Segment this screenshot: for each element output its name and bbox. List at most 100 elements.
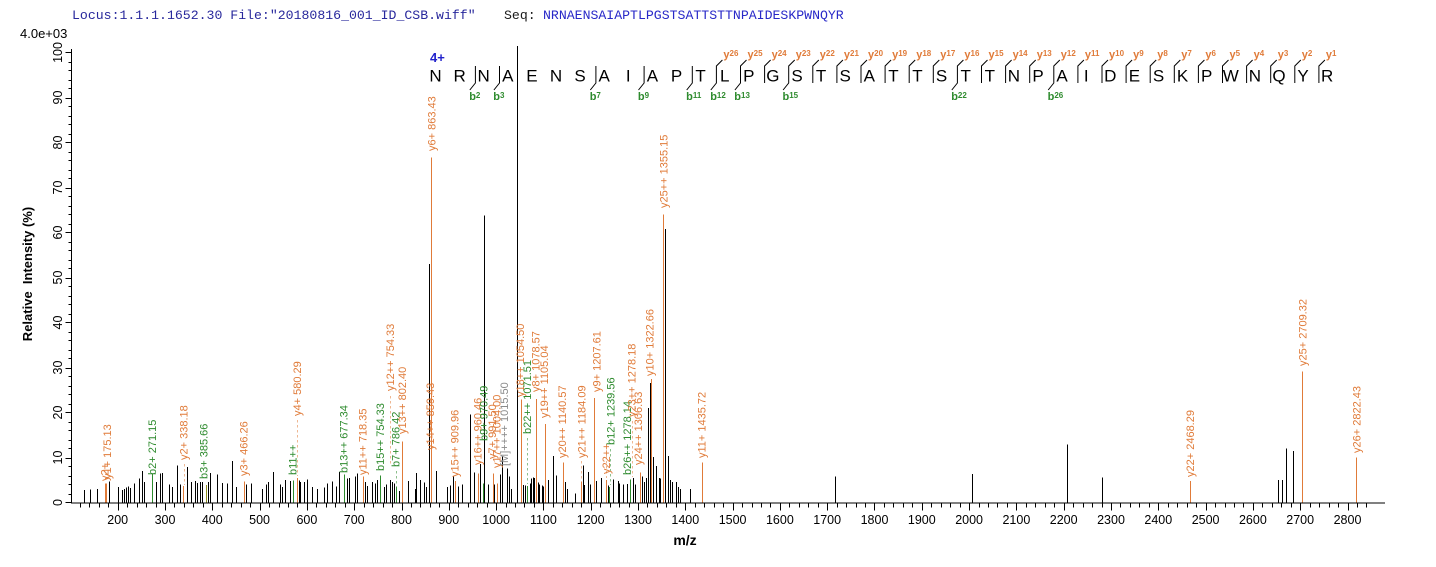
svg-text:90: 90	[51, 91, 65, 105]
svg-text:600: 600	[296, 513, 317, 527]
svg-text:Locus:1.1.1.1652.30 File:"2018: Locus:1.1.1.1652.30 File:"20180816_001_I…	[72, 8, 476, 23]
svg-text:1600: 1600	[766, 513, 794, 527]
svg-text:E: E	[526, 67, 537, 86]
svg-text:2500: 2500	[1192, 513, 1220, 527]
svg-text:900: 900	[438, 513, 459, 527]
svg-text:500: 500	[249, 513, 270, 527]
svg-text:2100: 2100	[1002, 513, 1030, 527]
svg-text:2000: 2000	[955, 513, 983, 527]
svg-text:y6+ 863.43: y6+ 863.43	[426, 96, 438, 151]
svg-text:S: S	[574, 67, 585, 86]
svg-text:Seq:: Seq:	[504, 8, 536, 23]
svg-text:L: L	[720, 67, 729, 86]
svg-text:Y: Y	[1297, 67, 1308, 86]
svg-text:W: W	[1223, 67, 1239, 86]
svg-text:y5: y5	[1230, 49, 1241, 61]
svg-text:Relative Intensity (%): Relative Intensity (%)	[20, 207, 35, 341]
svg-text:N: N	[1249, 67, 1261, 86]
svg-text:b12+ 1239.56: b12+ 1239.56	[606, 377, 618, 445]
svg-text:400: 400	[202, 513, 223, 527]
svg-text:y25+ 2709.32: y25+ 2709.32	[1298, 299, 1310, 366]
svg-text:y1: y1	[1326, 49, 1337, 61]
svg-text:NRNAENSAIAPTLPGSTSATTSTTNPAIDE: NRNAENSAIAPTLPGSTSATTSTTNPAIDESKPWNQYR	[543, 8, 844, 23]
svg-text:b9+ 970.49: b9+ 970.49	[479, 386, 491, 441]
svg-text:y8: y8	[1157, 49, 1168, 61]
svg-text:y20++ 1140.57: y20++ 1140.57	[557, 385, 569, 458]
svg-text:y2+: y2+	[99, 463, 111, 481]
svg-text:50: 50	[51, 271, 65, 285]
svg-text:y2+ 338.18: y2+ 338.18	[179, 405, 191, 460]
svg-text:S: S	[791, 67, 802, 86]
svg-text:y17++ 1004.00: y17++ 1004.00	[491, 395, 503, 468]
svg-text:4.0e+03: 4.0e+03	[20, 26, 67, 41]
svg-text:b3: b3	[493, 91, 505, 103]
svg-text:2700: 2700	[1286, 513, 1314, 527]
svg-text:b2: b2	[469, 91, 481, 103]
svg-text:G: G	[766, 67, 779, 86]
svg-text:200: 200	[107, 513, 128, 527]
svg-text:b2+ 271.15: b2+ 271.15	[147, 420, 159, 475]
svg-text:2800: 2800	[1334, 513, 1362, 527]
svg-text:y8+ 1078.57: y8+ 1078.57	[531, 331, 543, 392]
svg-text:1400: 1400	[671, 513, 699, 527]
svg-text:2200: 2200	[1050, 513, 1078, 527]
svg-text:m/z: m/z	[673, 532, 696, 548]
svg-text:T: T	[961, 67, 971, 86]
svg-text:2600: 2600	[1239, 513, 1267, 527]
svg-text:0: 0	[51, 499, 65, 506]
svg-text:A: A	[502, 67, 514, 86]
svg-text:y2: y2	[1302, 49, 1313, 61]
svg-text:y26+ 2822.43: y26+ 2822.43	[1351, 386, 1363, 453]
svg-text:20: 20	[51, 406, 65, 420]
svg-text:2400: 2400	[1144, 513, 1172, 527]
svg-text:b3+ 385.66: b3+ 385.66	[199, 424, 211, 479]
svg-text:800: 800	[391, 513, 412, 527]
svg-text:b15++ 754.33: b15++ 754.33	[375, 403, 387, 471]
svg-text:A: A	[864, 67, 876, 86]
svg-text:P: P	[671, 67, 682, 86]
svg-text:700: 700	[344, 513, 365, 527]
svg-text:y12++ 754.33: y12++ 754.33	[385, 324, 397, 391]
svg-text:P: P	[1201, 67, 1212, 86]
svg-text:Q: Q	[1272, 67, 1285, 86]
svg-text:y1+ 175.13: y1+ 175.13	[102, 424, 114, 479]
svg-text:T: T	[816, 67, 826, 86]
svg-text:R: R	[453, 67, 465, 86]
svg-text:N: N	[429, 67, 441, 86]
svg-text:b13++ 677.34: b13++ 677.34	[339, 405, 351, 473]
svg-text:y4: y4	[1254, 49, 1265, 61]
svg-text:y22+ 2468.29: y22+ 2468.29	[1185, 410, 1197, 477]
svg-text:A: A	[599, 67, 611, 86]
svg-text:P: P	[743, 67, 754, 86]
svg-text:A: A	[647, 67, 659, 86]
svg-text:b9: b9	[638, 91, 650, 103]
svg-text:I: I	[626, 67, 631, 86]
svg-text:S: S	[1153, 67, 1164, 86]
svg-text:1900: 1900	[908, 513, 936, 527]
svg-text:4+: 4+	[430, 50, 445, 65]
svg-text:y25++ 1355.15: y25++ 1355.15	[658, 135, 670, 208]
svg-text:D: D	[1104, 67, 1116, 86]
svg-text:b7+ 786.42: b7+ 786.42	[391, 412, 403, 467]
svg-text:y4+ 580.29: y4+ 580.29	[292, 361, 304, 416]
svg-text:b22++ 1071.51: b22++ 1071.51	[522, 360, 534, 434]
svg-text:y16++ 960.46: y16++ 960.46	[472, 398, 484, 465]
svg-text:y3+ 466.26: y3+ 466.26	[239, 421, 251, 476]
svg-text:10: 10	[51, 451, 65, 465]
svg-text:y19++ 1105.04: y19++ 1105.04	[539, 345, 551, 418]
svg-text:y18++ 1054.50: y18++ 1054.50	[515, 324, 527, 397]
svg-text:I: I	[1084, 67, 1089, 86]
svg-text:N: N	[550, 67, 562, 86]
svg-text:T: T	[888, 67, 898, 86]
svg-text:y9: y9	[1133, 49, 1144, 61]
svg-text:y23++ 1278.18: y23++ 1278.18	[627, 344, 639, 417]
svg-text:y7+ 991.50: y7+ 991.50	[487, 404, 499, 459]
svg-text:b26++ 1278.14: b26++ 1278.14	[622, 401, 634, 475]
svg-text:A: A	[1056, 67, 1068, 86]
svg-text:T: T	[985, 67, 995, 86]
svg-text:1300: 1300	[624, 513, 652, 527]
svg-text:1200: 1200	[577, 513, 605, 527]
svg-text:2300: 2300	[1097, 513, 1125, 527]
svg-text:y10+ 1322.66: y10+ 1322.66	[645, 309, 657, 376]
svg-text:300: 300	[155, 513, 176, 527]
